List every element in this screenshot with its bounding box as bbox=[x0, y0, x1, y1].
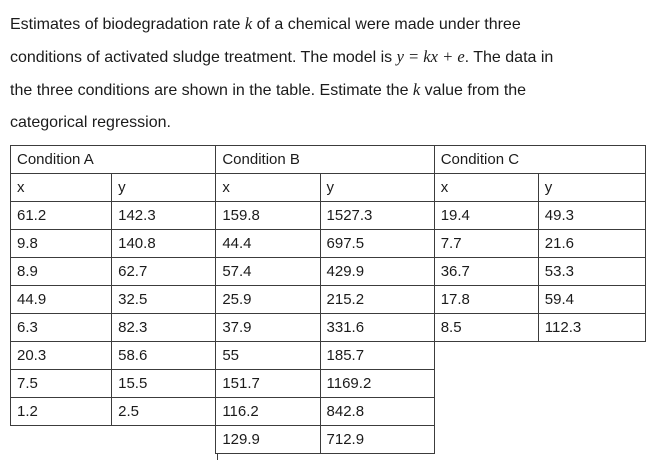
table-cell-empty bbox=[434, 426, 538, 454]
problem-line-2: conditions of activated sludge treatment… bbox=[10, 41, 640, 74]
table-row: 9.8 140.8 44.4 697.5 7.7 21.6 bbox=[9, 229, 647, 258]
table-cell: 15.5 bbox=[111, 369, 217, 398]
table-cell: 9.8 bbox=[9, 229, 113, 258]
text-segment: Estimates of biodegradation rate bbox=[10, 16, 245, 33]
text-segment: conditions of activated sludge treatment… bbox=[10, 49, 397, 66]
table-cell: 59.4 bbox=[537, 285, 647, 314]
table-cell: 1527.3 bbox=[319, 201, 435, 230]
table-cell: 25.9 bbox=[215, 285, 321, 314]
table-cell: 185.7 bbox=[319, 341, 435, 370]
table-cell: 44.4 bbox=[215, 229, 321, 258]
table-cell: 331.6 bbox=[319, 313, 435, 342]
table-cell: 6.3 bbox=[9, 313, 113, 342]
table-cell: 151.7 bbox=[215, 369, 321, 398]
table-row: 20.3 58.6 55 185.7 bbox=[9, 341, 646, 370]
table-cell: 2.5 bbox=[111, 397, 217, 426]
table-row: 129.9 712.9 bbox=[11, 425, 646, 454]
table-cell: 37.9 bbox=[215, 313, 321, 342]
table-cell-empty bbox=[11, 426, 112, 454]
table-cell: 44.9 bbox=[9, 285, 113, 314]
math-segment-k: k bbox=[412, 80, 421, 99]
table-cutoff-fragment bbox=[217, 454, 218, 460]
table-cell-empty bbox=[112, 426, 216, 454]
table-cell: 55 bbox=[215, 341, 321, 370]
table-cell: 36.7 bbox=[433, 257, 539, 286]
group-header-0: Condition A bbox=[9, 145, 217, 174]
column-header: y bbox=[111, 173, 217, 202]
group-header-1: Condition B bbox=[215, 145, 435, 174]
column-header: x bbox=[215, 173, 321, 202]
text-segment: categorical regression. bbox=[10, 114, 171, 131]
table-cell: 129.9 bbox=[215, 425, 321, 454]
table-cell: 429.9 bbox=[319, 257, 435, 286]
table-cell: 116.2 bbox=[215, 397, 321, 426]
column-header: y bbox=[537, 173, 647, 202]
table-row: 1.2 2.5 116.2 842.8 bbox=[9, 397, 646, 426]
table-row: 8.9 62.7 57.4 429.9 36.7 53.3 bbox=[9, 257, 647, 286]
table-cell: 159.8 bbox=[215, 201, 321, 230]
text-segment: the three conditions are shown in the ta… bbox=[10, 82, 413, 99]
table-cell: 20.3 bbox=[9, 341, 113, 370]
table-cell: 7.5 bbox=[9, 369, 113, 398]
table-cell-empty bbox=[538, 398, 645, 426]
column-header: x bbox=[433, 173, 539, 202]
math-segment-k: k bbox=[244, 14, 253, 33]
table-cell: 61.2 bbox=[9, 201, 113, 230]
table-cell: 8.9 bbox=[9, 257, 113, 286]
table-row: 7.5 15.5 151.7 1169.2 bbox=[9, 369, 646, 398]
problem-line-1: Estimates of biodegradation rate k of a … bbox=[10, 8, 640, 41]
text-segment: value from the bbox=[420, 82, 527, 99]
table-cell: 1.2 bbox=[9, 397, 113, 426]
table-cell: 21.6 bbox=[537, 229, 647, 258]
problem-line-3: the three conditions are shown in the ta… bbox=[10, 74, 640, 107]
table-cell: 112.3 bbox=[537, 313, 647, 342]
table-cell: 142.3 bbox=[111, 201, 217, 230]
column-header: y bbox=[319, 173, 435, 202]
table-cell: 49.3 bbox=[537, 201, 647, 230]
table-cell: 82.3 bbox=[111, 313, 217, 342]
table-cell: 7.7 bbox=[433, 229, 539, 258]
table-cell: 62.7 bbox=[111, 257, 217, 286]
table-cell: 32.5 bbox=[111, 285, 217, 314]
table-cell: 19.4 bbox=[433, 201, 539, 230]
table-cell-empty bbox=[538, 370, 645, 398]
table-cell: 17.8 bbox=[433, 285, 539, 314]
text-segment: of a chemical were made under three bbox=[252, 16, 521, 33]
table-cell: 697.5 bbox=[319, 229, 435, 258]
group-header-row: Condition A Condition B Condition C bbox=[9, 145, 647, 174]
group-header-2: Condition C bbox=[433, 145, 647, 174]
table-cell: 1169.2 bbox=[319, 369, 435, 398]
problem-statement: Estimates of biodegradation rate k of a … bbox=[10, 8, 640, 139]
table-cell-empty bbox=[538, 426, 645, 454]
table-cell-empty bbox=[434, 342, 538, 370]
column-header: x bbox=[9, 173, 113, 202]
table-cell-empty bbox=[434, 370, 538, 398]
table-cell: 140.8 bbox=[111, 229, 217, 258]
table-cell: 53.3 bbox=[537, 257, 647, 286]
text-segment: . The data in bbox=[464, 49, 554, 66]
table-cell: 58.6 bbox=[111, 341, 217, 370]
table-cell-empty bbox=[538, 342, 645, 370]
table-cell: 8.5 bbox=[433, 313, 539, 342]
table-cell-empty bbox=[434, 398, 538, 426]
math-segment-model: y = kx + e bbox=[396, 47, 465, 66]
table-cell: 57.4 bbox=[215, 257, 321, 286]
table-cell: 842.8 bbox=[319, 397, 435, 426]
table-row: 6.3 82.3 37.9 331.6 8.5 112.3 bbox=[9, 313, 647, 342]
table-row: 44.9 32.5 25.9 215.2 17.8 59.4 bbox=[9, 285, 647, 314]
table-row: 61.2 142.3 159.8 1527.3 19.4 49.3 bbox=[9, 201, 647, 230]
table-cell: 712.9 bbox=[319, 425, 435, 454]
table-cell: 215.2 bbox=[319, 285, 435, 314]
problem-line-4: categorical regression. bbox=[10, 107, 640, 139]
